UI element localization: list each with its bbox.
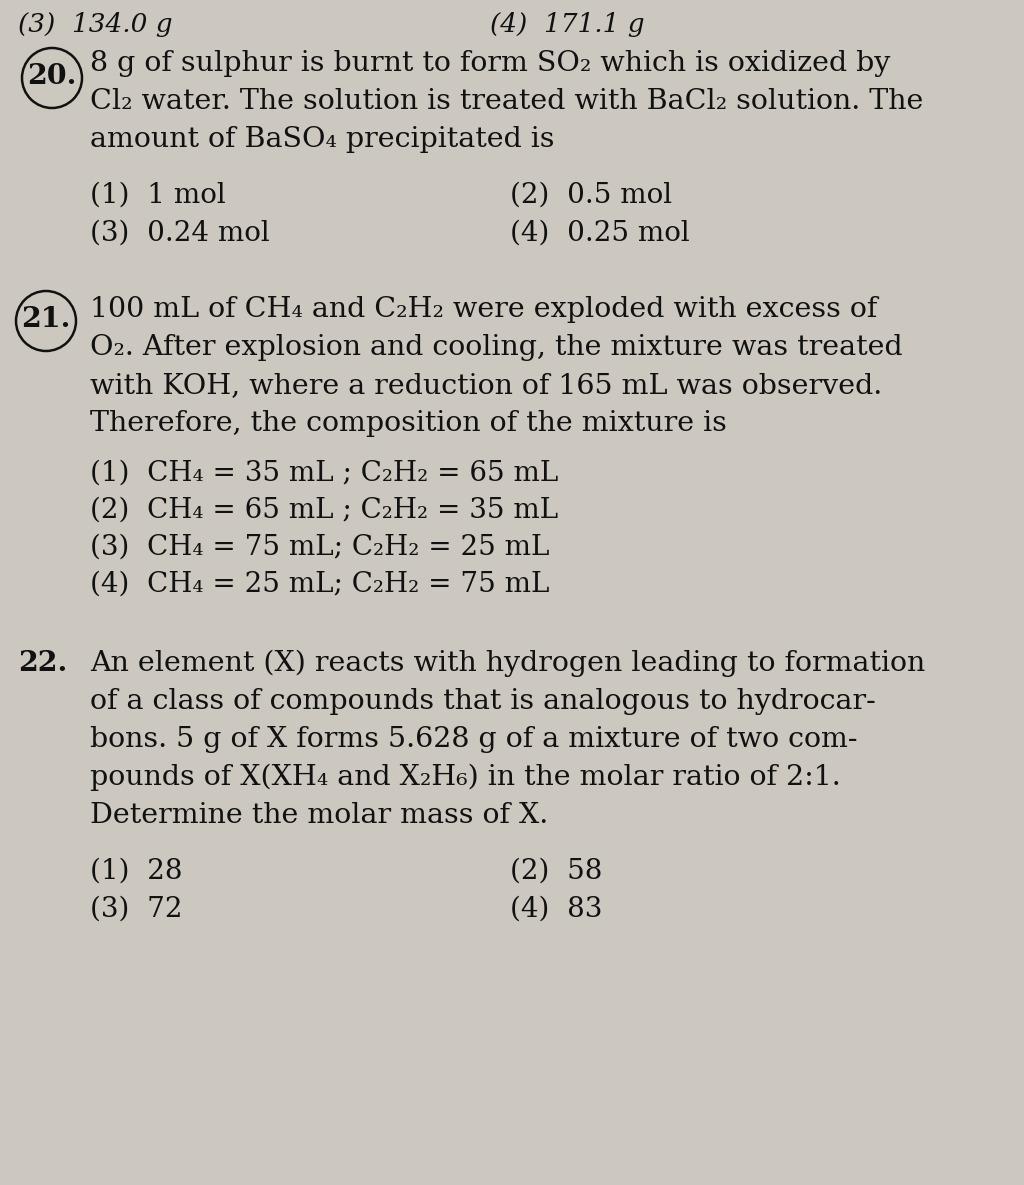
- Text: 8 g of sulphur is burnt to form SO₂ which is oxidized by: 8 g of sulphur is burnt to form SO₂ whic…: [90, 50, 891, 77]
- Text: (3)  134.0 g: (3) 134.0 g: [18, 12, 173, 37]
- Text: (4)  83: (4) 83: [510, 896, 602, 923]
- Text: bons. 5 g of X forms 5.628 g of a mixture of two com-: bons. 5 g of X forms 5.628 g of a mixtur…: [90, 726, 857, 752]
- Text: O₂. After explosion and cooling, the mixture was treated: O₂. After explosion and cooling, the mix…: [90, 334, 902, 361]
- Text: 20.: 20.: [28, 63, 77, 90]
- Text: 22.: 22.: [18, 651, 68, 677]
- Text: (3)  CH₄ = 75 mL; C₂H₂ = 25 mL: (3) CH₄ = 75 mL; C₂H₂ = 25 mL: [90, 534, 549, 561]
- Text: amount of BaSO₄ precipitated is: amount of BaSO₄ precipitated is: [90, 126, 555, 153]
- Text: An element (X) reacts with hydrogen leading to formation: An element (X) reacts with hydrogen lead…: [90, 651, 926, 678]
- Text: Cl₂ water. The solution is treated with BaCl₂ solution. The: Cl₂ water. The solution is treated with …: [90, 88, 924, 115]
- Text: (2)  0.5 mol: (2) 0.5 mol: [510, 182, 672, 209]
- Text: (1)  1 mol: (1) 1 mol: [90, 182, 225, 209]
- Text: (4)  0.25 mol: (4) 0.25 mol: [510, 220, 690, 246]
- Text: (4)  CH₄ = 25 mL; C₂H₂ = 75 mL: (4) CH₄ = 25 mL; C₂H₂ = 75 mL: [90, 571, 549, 598]
- Text: 21.: 21.: [22, 306, 71, 333]
- Text: with KOH, where a reduction of 165 mL was observed.: with KOH, where a reduction of 165 mL wa…: [90, 372, 883, 399]
- Text: (2)  CH₄ = 65 mL ; C₂H₂ = 35 mL: (2) CH₄ = 65 mL ; C₂H₂ = 35 mL: [90, 497, 558, 524]
- Text: Therefore, the composition of the mixture is: Therefore, the composition of the mixtur…: [90, 410, 727, 437]
- Text: (3)  0.24 mol: (3) 0.24 mol: [90, 220, 269, 246]
- Text: (1)  CH₄ = 35 mL ; C₂H₂ = 65 mL: (1) CH₄ = 35 mL ; C₂H₂ = 65 mL: [90, 460, 558, 487]
- Text: (2)  58: (2) 58: [510, 858, 602, 885]
- Text: pounds of X(XH₄ and X₂H₆) in the molar ratio of 2:1.: pounds of X(XH₄ and X₂H₆) in the molar r…: [90, 764, 841, 792]
- Text: (4)  171.1 g: (4) 171.1 g: [490, 12, 645, 37]
- Text: Determine the molar mass of X.: Determine the molar mass of X.: [90, 802, 548, 829]
- Text: of a class of compounds that is analogous to hydrocar-: of a class of compounds that is analogou…: [90, 688, 876, 715]
- Text: (3)  72: (3) 72: [90, 896, 182, 923]
- Text: (1)  28: (1) 28: [90, 858, 182, 885]
- Text: 100 mL of CH₄ and C₂H₂ were exploded with excess of: 100 mL of CH₄ and C₂H₂ were exploded wit…: [90, 296, 878, 324]
